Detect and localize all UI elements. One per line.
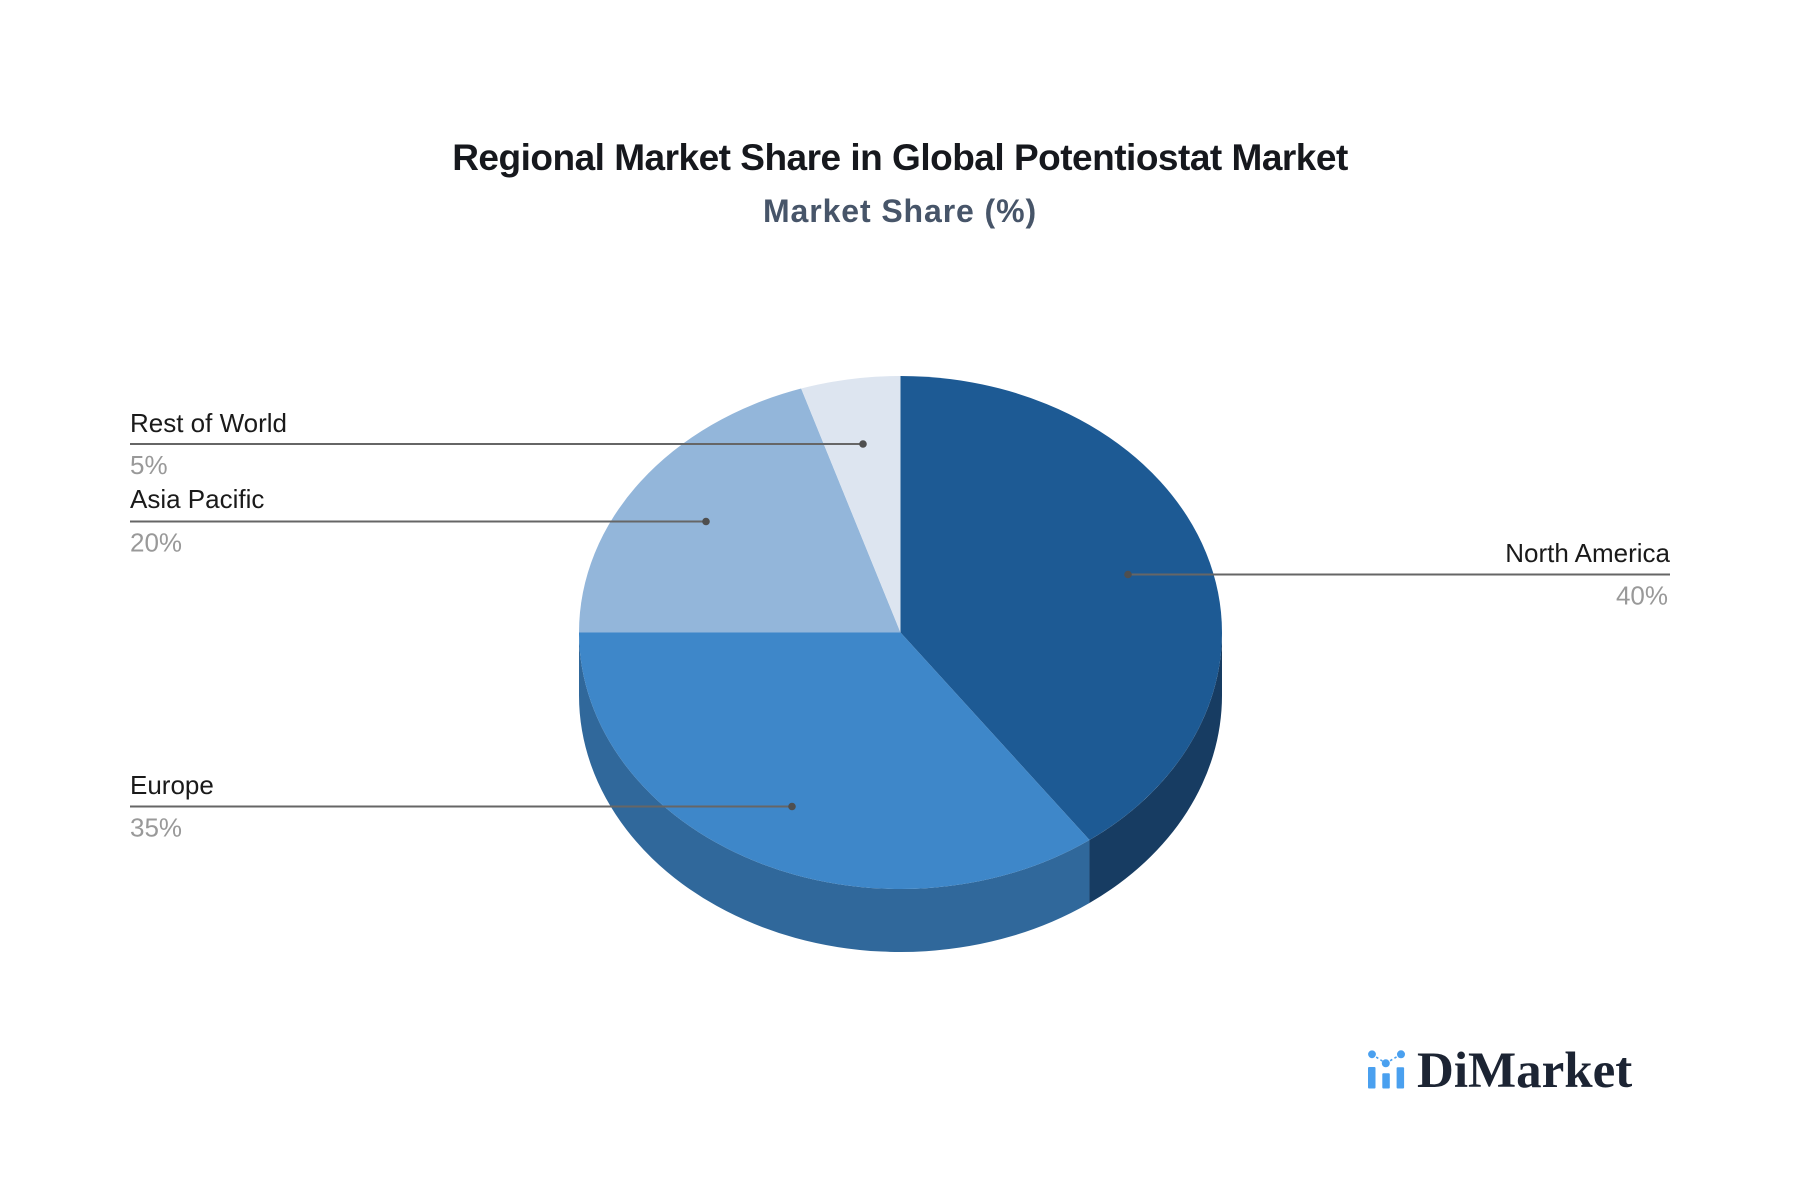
svg-text:Europe: Europe bbox=[130, 770, 214, 800]
svg-text:North America: North America bbox=[1505, 538, 1670, 568]
svg-text:Rest of World: Rest of World bbox=[130, 408, 287, 438]
svg-text:40%: 40% bbox=[1616, 581, 1668, 611]
svg-text:5%: 5% bbox=[130, 450, 168, 480]
svg-text:20%: 20% bbox=[130, 528, 182, 558]
svg-text:35%: 35% bbox=[130, 813, 182, 843]
svg-text:Regional Market Share in Globa: Regional Market Share in Global Potentio… bbox=[452, 137, 1348, 178]
svg-text:Asia Pacific: Asia Pacific bbox=[130, 484, 264, 514]
svg-text:Market Share (%): Market Share (%) bbox=[763, 193, 1037, 229]
svg-text:DiMarket: DiMarket bbox=[1417, 1043, 1632, 1099]
